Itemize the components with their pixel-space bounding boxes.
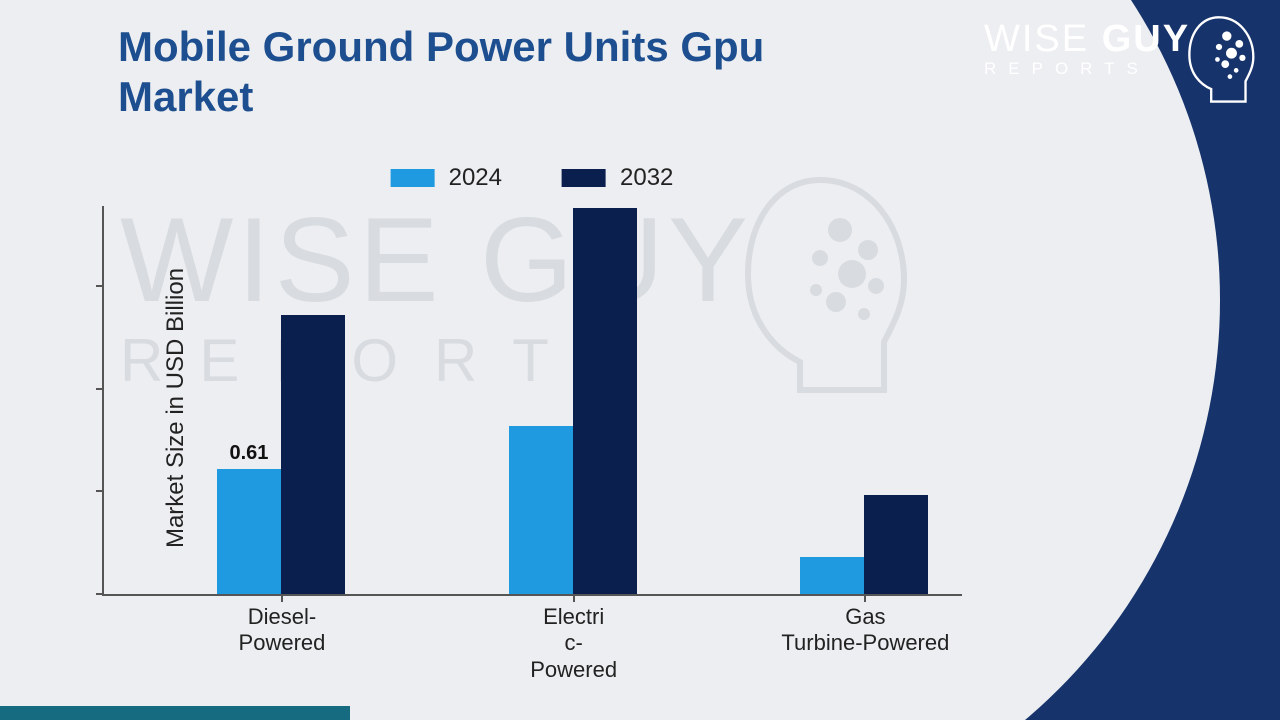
legend-item-2024: 2024 xyxy=(391,164,502,192)
legend: 2024 2032 xyxy=(391,164,674,192)
legend-item-2032: 2032 xyxy=(562,164,673,192)
category-label: Electri c- Powered xyxy=(474,604,674,683)
brand-head-icon xyxy=(1180,14,1258,108)
brand-word-wise: WISE xyxy=(984,18,1089,60)
bar-2024 xyxy=(509,426,573,594)
y-tick xyxy=(96,490,104,492)
x-tick xyxy=(864,594,866,602)
bar-2032 xyxy=(573,208,637,594)
y-tick xyxy=(96,593,104,595)
brand-word-guy: GUY xyxy=(1102,18,1190,60)
category-label: Gas Turbine-Powered xyxy=(765,604,965,657)
bar-2024: 0.61 xyxy=(217,469,281,594)
chart-title: Mobile Ground Power Units Gpu Market xyxy=(118,22,778,121)
legend-swatch-2024 xyxy=(391,169,435,187)
bar-2024 xyxy=(800,557,864,594)
x-tick xyxy=(573,594,575,602)
legend-swatch-2032 xyxy=(562,169,606,187)
category-label: Diesel- Powered xyxy=(182,604,382,657)
plot-area: 0.61Diesel- PoweredElectri c- PoweredGas… xyxy=(102,206,962,596)
x-tick xyxy=(281,594,283,602)
legend-label-2024: 2024 xyxy=(449,164,502,192)
bar-2032 xyxy=(281,315,345,594)
chart-page: WISE GUY REPORTS Mobile Ground Power Uni… xyxy=(0,0,1280,720)
bar-value-label: 0.61 xyxy=(229,442,268,465)
y-tick xyxy=(96,285,104,287)
legend-label-2032: 2032 xyxy=(620,164,673,192)
bottom-stripe xyxy=(0,706,350,720)
chart-area: Market Size in USD Billion 2024 2032 0.6… xyxy=(92,158,972,658)
bar-2032 xyxy=(864,495,928,594)
brand-logo: WISE GUY REPORTS xyxy=(984,18,1254,79)
y-tick xyxy=(96,388,104,390)
